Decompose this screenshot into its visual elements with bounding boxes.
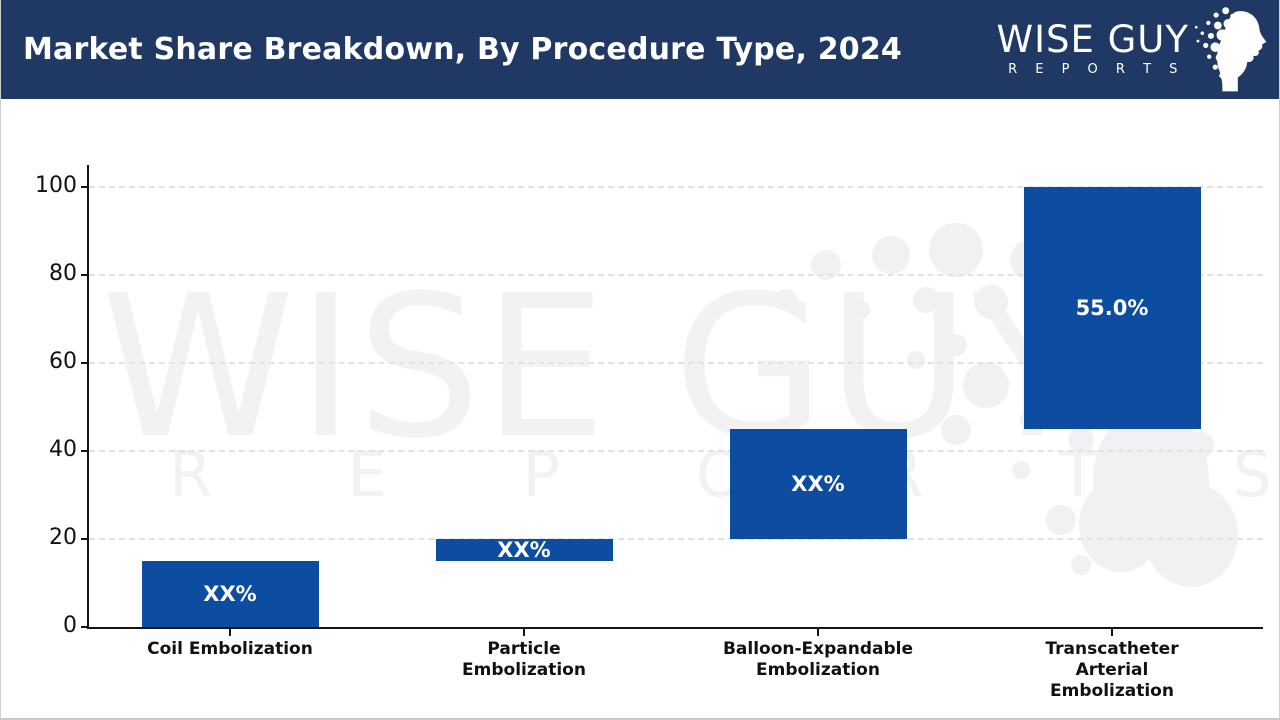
bar-segment: XX% bbox=[435, 538, 613, 562]
y-tick-label: 60 bbox=[49, 349, 77, 374]
x-category-label: Balloon-Expandable Embolization bbox=[722, 639, 914, 680]
y-gridline bbox=[89, 274, 1263, 276]
x-axis-line bbox=[87, 627, 1263, 629]
logo-face-icon bbox=[1194, 7, 1267, 92]
chart-title: Market Share Breakdown, By Procedure Typ… bbox=[23, 32, 902, 67]
bar-segment: 55.0% bbox=[1023, 187, 1201, 429]
y-tick-mark bbox=[81, 450, 88, 452]
y-tick-mark bbox=[81, 186, 88, 188]
y-tick-mark bbox=[81, 274, 88, 276]
y-tick-label: 0 bbox=[63, 613, 77, 638]
y-tick-mark bbox=[81, 538, 88, 540]
y-tick-label: 20 bbox=[49, 525, 77, 550]
logo-subtitle: R E P O R T S bbox=[1008, 61, 1185, 77]
bar-value-label: XX% bbox=[497, 538, 551, 562]
bar-value-label: 55.0% bbox=[1075, 296, 1149, 320]
x-tick-mark bbox=[229, 629, 231, 636]
y-tick-label: 80 bbox=[49, 261, 77, 286]
bar-value-label: XX% bbox=[791, 472, 845, 496]
y-tick-mark bbox=[81, 626, 88, 628]
y-tick-mark bbox=[81, 362, 88, 364]
y-tick-label: 100 bbox=[35, 173, 77, 198]
bar-segment: XX% bbox=[729, 429, 907, 539]
x-tick-mark bbox=[1111, 629, 1113, 636]
wiseguy-logo: WISE GUY R E P O R T S bbox=[997, 4, 1269, 92]
y-gridline bbox=[89, 450, 1263, 452]
x-category-label: Particle Embolization bbox=[462, 639, 586, 680]
logo-text: WISE GUY R E P O R T S bbox=[996, 17, 1189, 77]
x-tick-mark bbox=[523, 629, 525, 636]
y-gridline bbox=[89, 186, 1263, 188]
y-axis-line bbox=[87, 165, 89, 629]
plot-area: 0 20 40 60 80 100 XX% XX% XX% 55.0% Coil Embolizat… bbox=[1, 99, 1279, 718]
y-tick-label: 40 bbox=[49, 437, 77, 462]
x-category-label: Coil Embolization bbox=[147, 639, 313, 659]
y-gridline bbox=[89, 362, 1263, 364]
bar-segment: XX% bbox=[141, 561, 319, 627]
x-tick-mark bbox=[817, 629, 819, 636]
logo-wordmark: WISE GUY bbox=[996, 17, 1189, 61]
header-band: Market Share Breakdown, By Procedure Typ… bbox=[1, 0, 1279, 99]
bar-value-label: XX% bbox=[203, 582, 257, 606]
y-gridline bbox=[89, 538, 1263, 540]
x-category-label: Transcatheter Arterial Embolization bbox=[1045, 639, 1179, 701]
